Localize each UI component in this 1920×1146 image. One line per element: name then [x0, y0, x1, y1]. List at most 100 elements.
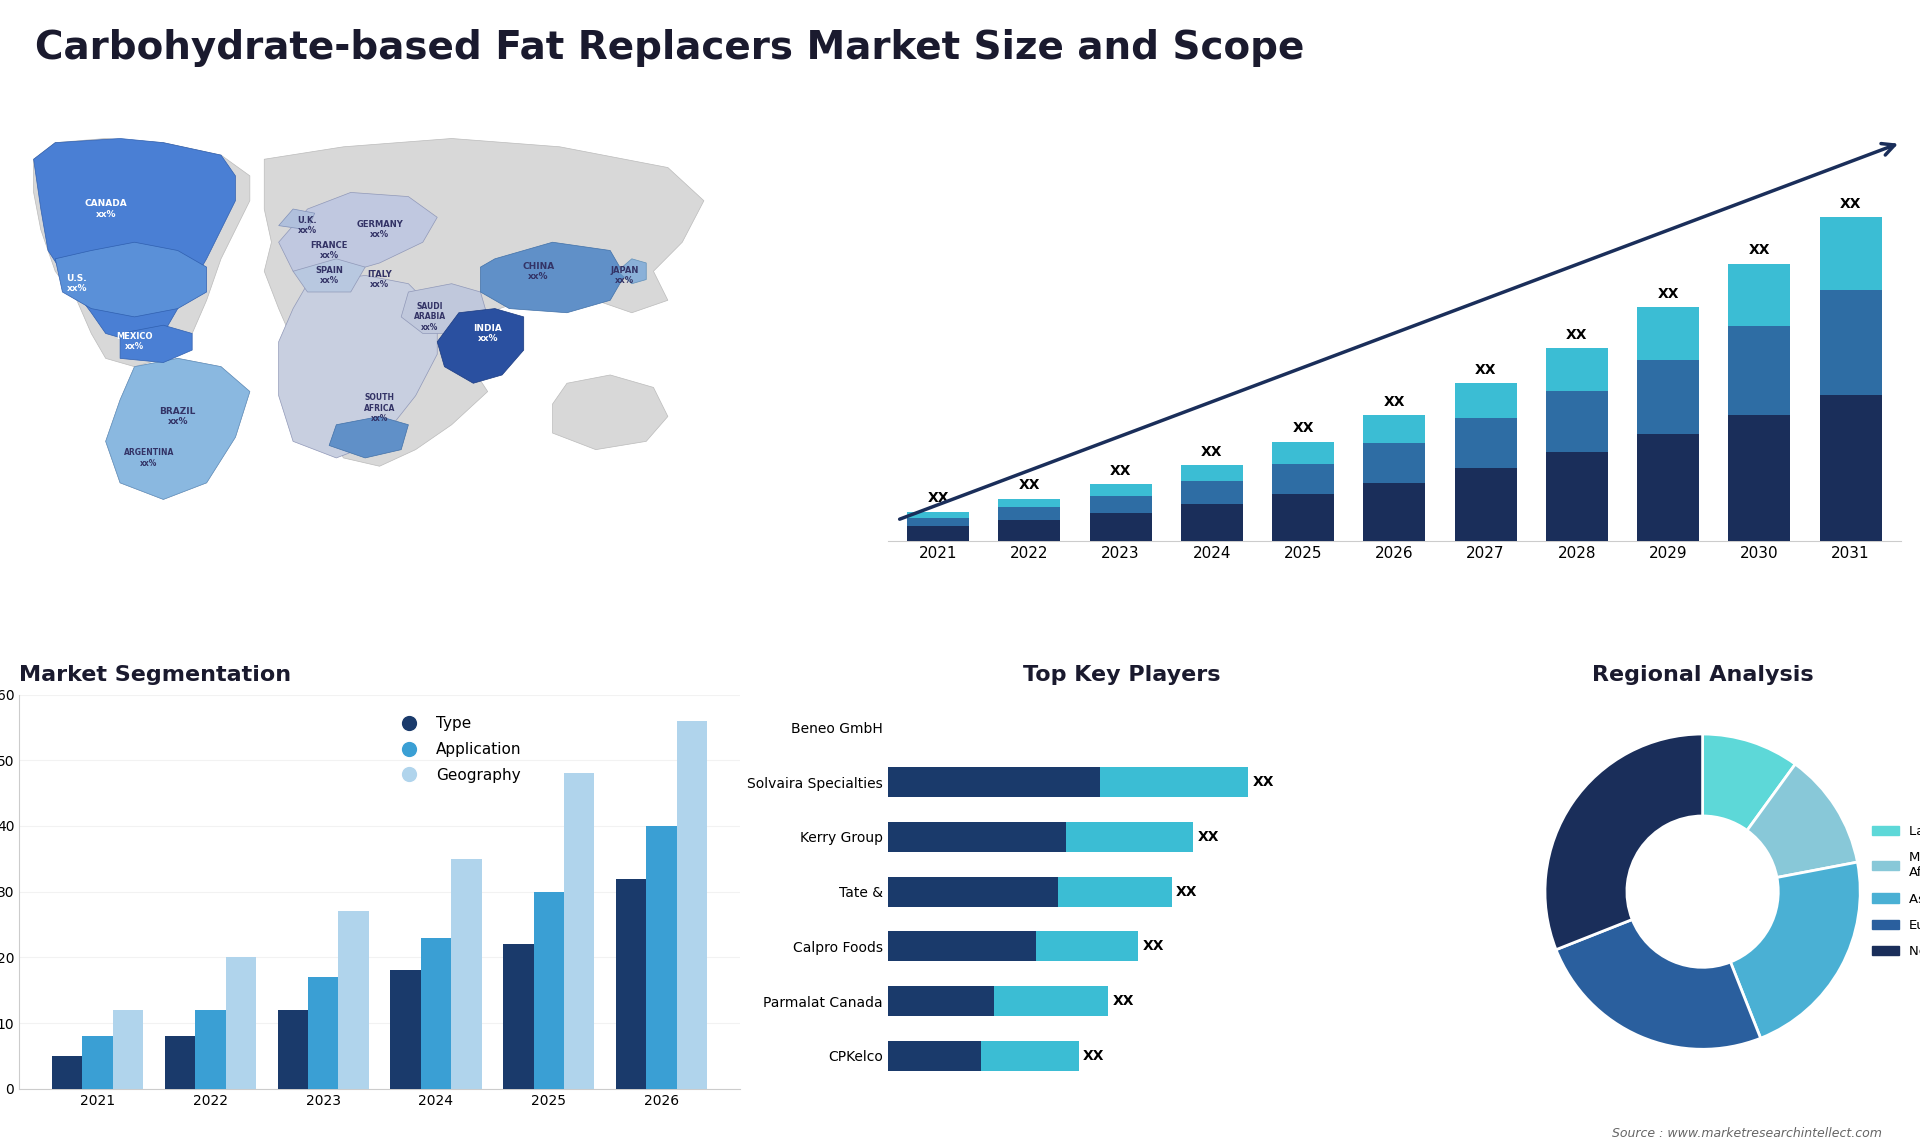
Bar	[165, 1036, 196, 1089]
Polygon shape	[106, 359, 250, 500]
Wedge shape	[1747, 764, 1857, 878]
Bar	[887, 877, 1058, 906]
Bar	[113, 1010, 144, 1089]
Polygon shape	[106, 359, 250, 500]
Text: XX: XX	[1657, 288, 1678, 301]
Text: Carbohydrate-based Fat Replacers Market Size and Scope: Carbohydrate-based Fat Replacers Market …	[35, 29, 1304, 66]
Title: Regional Analysis: Regional Analysis	[1592, 665, 1812, 684]
Bar	[451, 858, 482, 1089]
Wedge shape	[1555, 919, 1761, 1050]
Text: XX: XX	[1112, 994, 1135, 1008]
Text: SPAIN
xx%: SPAIN xx%	[315, 266, 344, 285]
Bar	[83, 1036, 113, 1089]
Bar	[995, 986, 1108, 1017]
Text: MEXICO
xx%: MEXICO xx%	[117, 332, 154, 352]
Bar	[998, 520, 1060, 541]
Bar	[1820, 290, 1882, 395]
Wedge shape	[1730, 862, 1860, 1038]
Bar	[1273, 494, 1334, 541]
Circle shape	[1626, 816, 1778, 967]
Legend: Type, Application, Geography: Type, Application, Geography	[388, 711, 528, 788]
Polygon shape	[278, 193, 438, 275]
Polygon shape	[480, 242, 624, 313]
Bar	[998, 499, 1060, 508]
Wedge shape	[1546, 733, 1703, 950]
Bar	[1089, 513, 1152, 541]
Legend: Latin America, Middle East &
Africa, Asia Pacific, Europe, North America: Latin America, Middle East & Africa, Asi…	[1866, 821, 1920, 964]
Bar	[564, 774, 595, 1089]
Text: XX: XX	[1198, 830, 1219, 843]
Text: SOUTH
AFRICA
xx%: SOUTH AFRICA xx%	[365, 393, 396, 423]
Text: XX: XX	[927, 492, 948, 505]
Bar	[1820, 217, 1882, 290]
Bar	[616, 879, 647, 1089]
Bar	[1273, 441, 1334, 463]
Bar	[647, 826, 676, 1089]
Bar	[1100, 767, 1248, 798]
Bar	[906, 518, 970, 526]
Polygon shape	[56, 242, 207, 317]
Text: XX: XX	[1475, 363, 1496, 377]
Text: INDIA
xx%: INDIA xx%	[472, 324, 503, 343]
Text: XX: XX	[1020, 478, 1041, 493]
Polygon shape	[278, 209, 315, 229]
Text: U.K.
xx%: U.K. xx%	[298, 215, 317, 235]
Bar	[534, 892, 564, 1089]
Text: U.S.
xx%: U.S. xx%	[67, 274, 86, 293]
Bar	[676, 721, 707, 1089]
Bar	[906, 526, 970, 541]
Bar	[887, 932, 1037, 961]
Polygon shape	[35, 139, 236, 342]
Text: Source : www.marketresearchintellect.com: Source : www.marketresearchintellect.com	[1611, 1128, 1882, 1140]
Bar	[887, 1041, 981, 1070]
Bar	[278, 1010, 307, 1089]
Polygon shape	[294, 259, 365, 292]
Text: BRAZIL
xx%: BRAZIL xx%	[159, 407, 196, 426]
Polygon shape	[35, 139, 250, 367]
Polygon shape	[401, 284, 488, 333]
Bar	[998, 508, 1060, 520]
Bar	[1181, 504, 1242, 541]
Bar	[887, 767, 1100, 798]
Bar	[1037, 932, 1139, 961]
Bar	[503, 944, 534, 1089]
Bar	[1728, 327, 1789, 415]
Bar	[887, 822, 1066, 851]
Bar	[307, 978, 338, 1089]
Bar	[1273, 463, 1334, 494]
Text: SAUDI
ARABIA
xx%: SAUDI ARABIA xx%	[415, 303, 445, 332]
Text: XX: XX	[1384, 395, 1405, 409]
Bar	[1455, 418, 1517, 468]
Bar	[1728, 264, 1789, 327]
Text: XX: XX	[1567, 328, 1588, 342]
Bar	[1066, 822, 1192, 851]
Text: XX: XX	[1110, 464, 1131, 478]
Bar	[1820, 395, 1882, 541]
Bar	[887, 986, 995, 1017]
Bar	[1181, 465, 1242, 481]
Text: XX: XX	[1292, 422, 1313, 435]
Bar	[1455, 383, 1517, 418]
Title: Top Key Players: Top Key Players	[1023, 665, 1221, 684]
Bar	[1728, 415, 1789, 541]
Bar	[1089, 484, 1152, 496]
Bar	[1546, 391, 1607, 452]
Polygon shape	[438, 308, 524, 383]
Text: XX: XX	[1142, 940, 1164, 953]
Text: XX: XX	[1202, 445, 1223, 458]
Text: CHINA
xx%: CHINA xx%	[522, 261, 555, 281]
Bar	[981, 1041, 1079, 1070]
Text: ARGENTINA
xx%: ARGENTINA xx%	[123, 448, 175, 468]
Bar	[1363, 444, 1425, 482]
Polygon shape	[553, 375, 668, 449]
Wedge shape	[1703, 733, 1795, 831]
Text: Market Segmentation: Market Segmentation	[19, 665, 292, 684]
Bar	[390, 971, 420, 1089]
Bar	[420, 937, 451, 1089]
Bar	[1638, 307, 1699, 360]
Bar	[1455, 468, 1517, 541]
Bar	[227, 957, 255, 1089]
Polygon shape	[265, 139, 705, 466]
Bar	[906, 512, 970, 518]
Bar	[1089, 496, 1152, 513]
